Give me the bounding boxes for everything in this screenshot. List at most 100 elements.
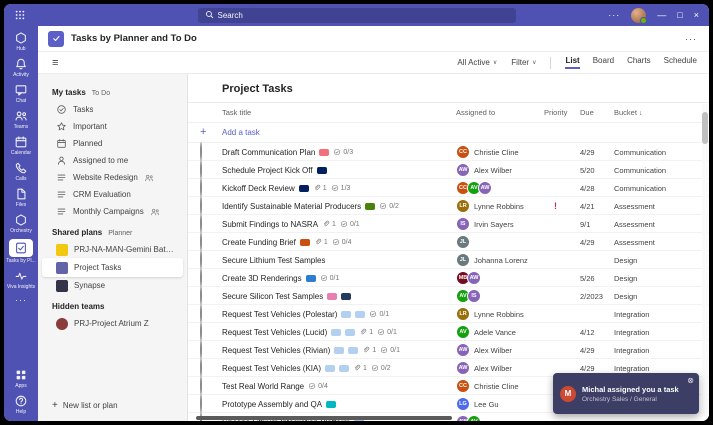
task-row[interactable]: Request Test Vehicles (Polestar) 0/1 LR Ly… bbox=[188, 304, 709, 323]
complete-task-radio[interactable] bbox=[200, 178, 202, 197]
view-tab-charts[interactable]: Charts bbox=[627, 56, 651, 65]
task-title[interactable]: Request Test Vehicles (KIA) bbox=[222, 363, 322, 373]
column-header-task-title[interactable]: Task title bbox=[222, 108, 252, 117]
complete-task-radio[interactable] bbox=[200, 340, 202, 359]
titlebar-more-icon[interactable]: ··· bbox=[608, 10, 621, 20]
sidebar-item-prj-project-atrium-z[interactable]: PRJ-Project Atrium Z bbox=[42, 315, 183, 332]
rail-item-calendar[interactable]: Calendar bbox=[4, 132, 38, 158]
task-title[interactable]: Secure Silicon Test Samples bbox=[222, 291, 324, 301]
task-row[interactable]: Schedule Project Kick Off AW Alex Wilber … bbox=[188, 160, 709, 179]
waffle-icon[interactable] bbox=[14, 9, 26, 21]
filter-dropdown[interactable]: Filter ∨ bbox=[511, 58, 537, 67]
task-row[interactable]: Create Funding Brief 1 0/4 JL 4/29 Assessm… bbox=[188, 232, 709, 251]
task-title[interactable]: Kickoff Deck Review bbox=[222, 183, 295, 193]
due-date: 2/2023 bbox=[580, 291, 603, 301]
minimize-icon[interactable]: — bbox=[657, 9, 667, 20]
task-row[interactable]: Create 3D Renderings 0/1 MB AW 5/26 Design bbox=[188, 268, 709, 287]
complete-task-radio[interactable] bbox=[200, 268, 202, 287]
sidebar-item-assigned-to-me[interactable]: Assigned to me bbox=[42, 152, 183, 169]
task-title[interactable]: Prototype Assembly and QA bbox=[222, 399, 323, 409]
sidebar-item-monthly-campaigns[interactable]: Monthly Campaigns bbox=[42, 203, 183, 220]
task-row[interactable]: Test Real World Range 0/4 CC Christie Clin… bbox=[188, 376, 709, 395]
task-row[interactable]: Secure Silicon Test Samples AV IS 2/2023 … bbox=[188, 286, 709, 305]
task-row[interactable]: Draft Communication Plan 0/3 CC Christie C… bbox=[188, 142, 709, 161]
all-active-dropdown[interactable]: All Active ∨ bbox=[457, 58, 498, 67]
vertical-scrollbar[interactable] bbox=[702, 104, 708, 416]
complete-task-radio[interactable] bbox=[200, 376, 202, 395]
notification-toast[interactable]: M Michal assigned you a task Orchestry S… bbox=[553, 373, 699, 414]
task-title[interactable]: Submit Findings to NASRA bbox=[222, 219, 319, 229]
rail-item-help[interactable]: Help bbox=[4, 391, 38, 417]
rail-item-activity[interactable]: Activity bbox=[4, 54, 38, 80]
view-tab-schedule[interactable]: Schedule bbox=[663, 56, 697, 65]
rail-item-tasks[interactable]: Tasks by Pl... bbox=[4, 236, 38, 266]
complete-task-radio[interactable] bbox=[200, 214, 202, 233]
task-title[interactable]: Secure Lithium Test Samples bbox=[222, 255, 326, 265]
sidebar-item-synapse[interactable]: Synapse bbox=[42, 277, 183, 294]
close-icon[interactable]: × bbox=[693, 9, 699, 20]
sidebar-item-crm-evaluation[interactable]: CRM Evaluation bbox=[42, 186, 183, 203]
complete-task-radio[interactable] bbox=[200, 232, 202, 251]
hamburger-icon[interactable]: ≡ bbox=[52, 56, 59, 69]
new-list-button[interactable]: + New list or plan bbox=[52, 400, 118, 411]
profile-avatar[interactable] bbox=[631, 7, 648, 24]
sidebar-item-website-redesign[interactable]: Website Redesign bbox=[42, 169, 183, 186]
view-tab-board[interactable]: Board bbox=[592, 56, 615, 65]
complete-task-radio[interactable] bbox=[200, 250, 202, 269]
task-row[interactable]: Request Test Vehicles (KIA) 1 0/2 AW Alex W… bbox=[188, 358, 709, 377]
task-title[interactable]: Test Real World Range bbox=[222, 381, 305, 391]
task-title[interactable]: Create 3D Renderings bbox=[222, 273, 302, 283]
add-task-button[interactable]: + Add a task bbox=[188, 123, 709, 143]
task-row[interactable]: Kickoff Deck Review 1 1/3 CC AV AW 4/28 Comm… bbox=[188, 178, 709, 197]
sidebar-item-important[interactable]: Important bbox=[42, 118, 183, 135]
complete-task-radio[interactable] bbox=[200, 286, 202, 305]
column-header-bucket[interactable]: Bucket ↓ bbox=[614, 108, 643, 117]
sidebar-item-tasks[interactable]: Tasks bbox=[42, 101, 183, 118]
task-row[interactable]: Request Test Vehicles (Lucid) 1 0/1 AV Adel… bbox=[188, 322, 709, 341]
task-row[interactable]: Secure Lithium Test Samples JL Johanna Lo… bbox=[188, 250, 709, 269]
task-title[interactable]: Request Test Vehicles (Polestar) bbox=[222, 309, 338, 319]
rail-item-hub[interactable]: Hub bbox=[4, 28, 38, 54]
rail-item-calls[interactable]: Calls bbox=[4, 158, 38, 184]
app-more-icon[interactable]: ··· bbox=[685, 33, 697, 44]
rail-item-more[interactable]: ··· bbox=[4, 292, 38, 307]
sidebar-item-planned[interactable]: Planned bbox=[42, 135, 183, 152]
complete-task-radio[interactable] bbox=[200, 358, 202, 377]
task-title[interactable]: Identify Sustainable Material Producers bbox=[222, 201, 362, 211]
sidebar-item-prj-na-man-gemini-battery[interactable]: PRJ-NA-MAN-Gemini Battery bbox=[42, 241, 183, 258]
task-row[interactable]: Request Test Vehicles (Rivian) 1 0/1 AW Ale… bbox=[188, 340, 709, 359]
complete-task-radio[interactable] bbox=[200, 304, 202, 323]
paperclip-icon bbox=[359, 328, 367, 336]
sidebar-item-project-tasks[interactable]: Project Tasks bbox=[42, 258, 183, 277]
task-title[interactable]: Schedule Project Kick Off bbox=[222, 165, 313, 175]
complete-task-radio[interactable] bbox=[200, 160, 202, 179]
rail-item-orchestry[interactable]: Orchestry bbox=[4, 210, 38, 236]
rail-item-viva-insights[interactable]: Viva Insights bbox=[4, 266, 38, 292]
task-title[interactable]: Draft Communication Plan bbox=[222, 147, 316, 157]
rail-item-apps[interactable]: Apps bbox=[4, 365, 38, 391]
complete-task-radio[interactable] bbox=[200, 322, 202, 341]
rail-item-chat[interactable]: Chat bbox=[4, 80, 38, 106]
complete-task-radio[interactable] bbox=[200, 394, 202, 413]
rail-item-teams[interactable]: Teams bbox=[4, 106, 38, 132]
task-title[interactable]: Create Funding Brief bbox=[222, 237, 296, 247]
view-tab-list[interactable]: List bbox=[565, 56, 580, 69]
task-title[interactable]: Request Test Vehicles (Rivian) bbox=[222, 345, 331, 355]
column-header-priority[interactable]: Priority bbox=[544, 108, 568, 117]
complete-task-radio[interactable] bbox=[200, 196, 202, 215]
column-header-assigned-to[interactable]: Assigned to bbox=[456, 108, 496, 117]
task-title[interactable]: Request Test Vehicles (Lucid) bbox=[222, 327, 328, 337]
column-header-due[interactable]: Due bbox=[580, 108, 594, 117]
task-row[interactable]: Identify Sustainable Material Producers 0… bbox=[188, 196, 709, 215]
search-input[interactable]: Search bbox=[197, 7, 516, 23]
complete-task-radio[interactable] bbox=[200, 142, 202, 161]
plan-yellow-icon bbox=[56, 243, 68, 256]
bucket-name: Communication bbox=[614, 183, 667, 193]
maximize-icon[interactable]: □ bbox=[677, 9, 683, 20]
rail-item-files[interactable]: Files bbox=[4, 184, 38, 210]
horizontal-scrollbar[interactable] bbox=[196, 416, 452, 420]
task-row[interactable]: Submit Findings to NASRA 1 0/1 IS Irvin Say… bbox=[188, 214, 709, 233]
toast-close-icon[interactable]: ⊗ bbox=[687, 376, 694, 385]
scrollbar-thumb[interactable] bbox=[702, 112, 708, 144]
